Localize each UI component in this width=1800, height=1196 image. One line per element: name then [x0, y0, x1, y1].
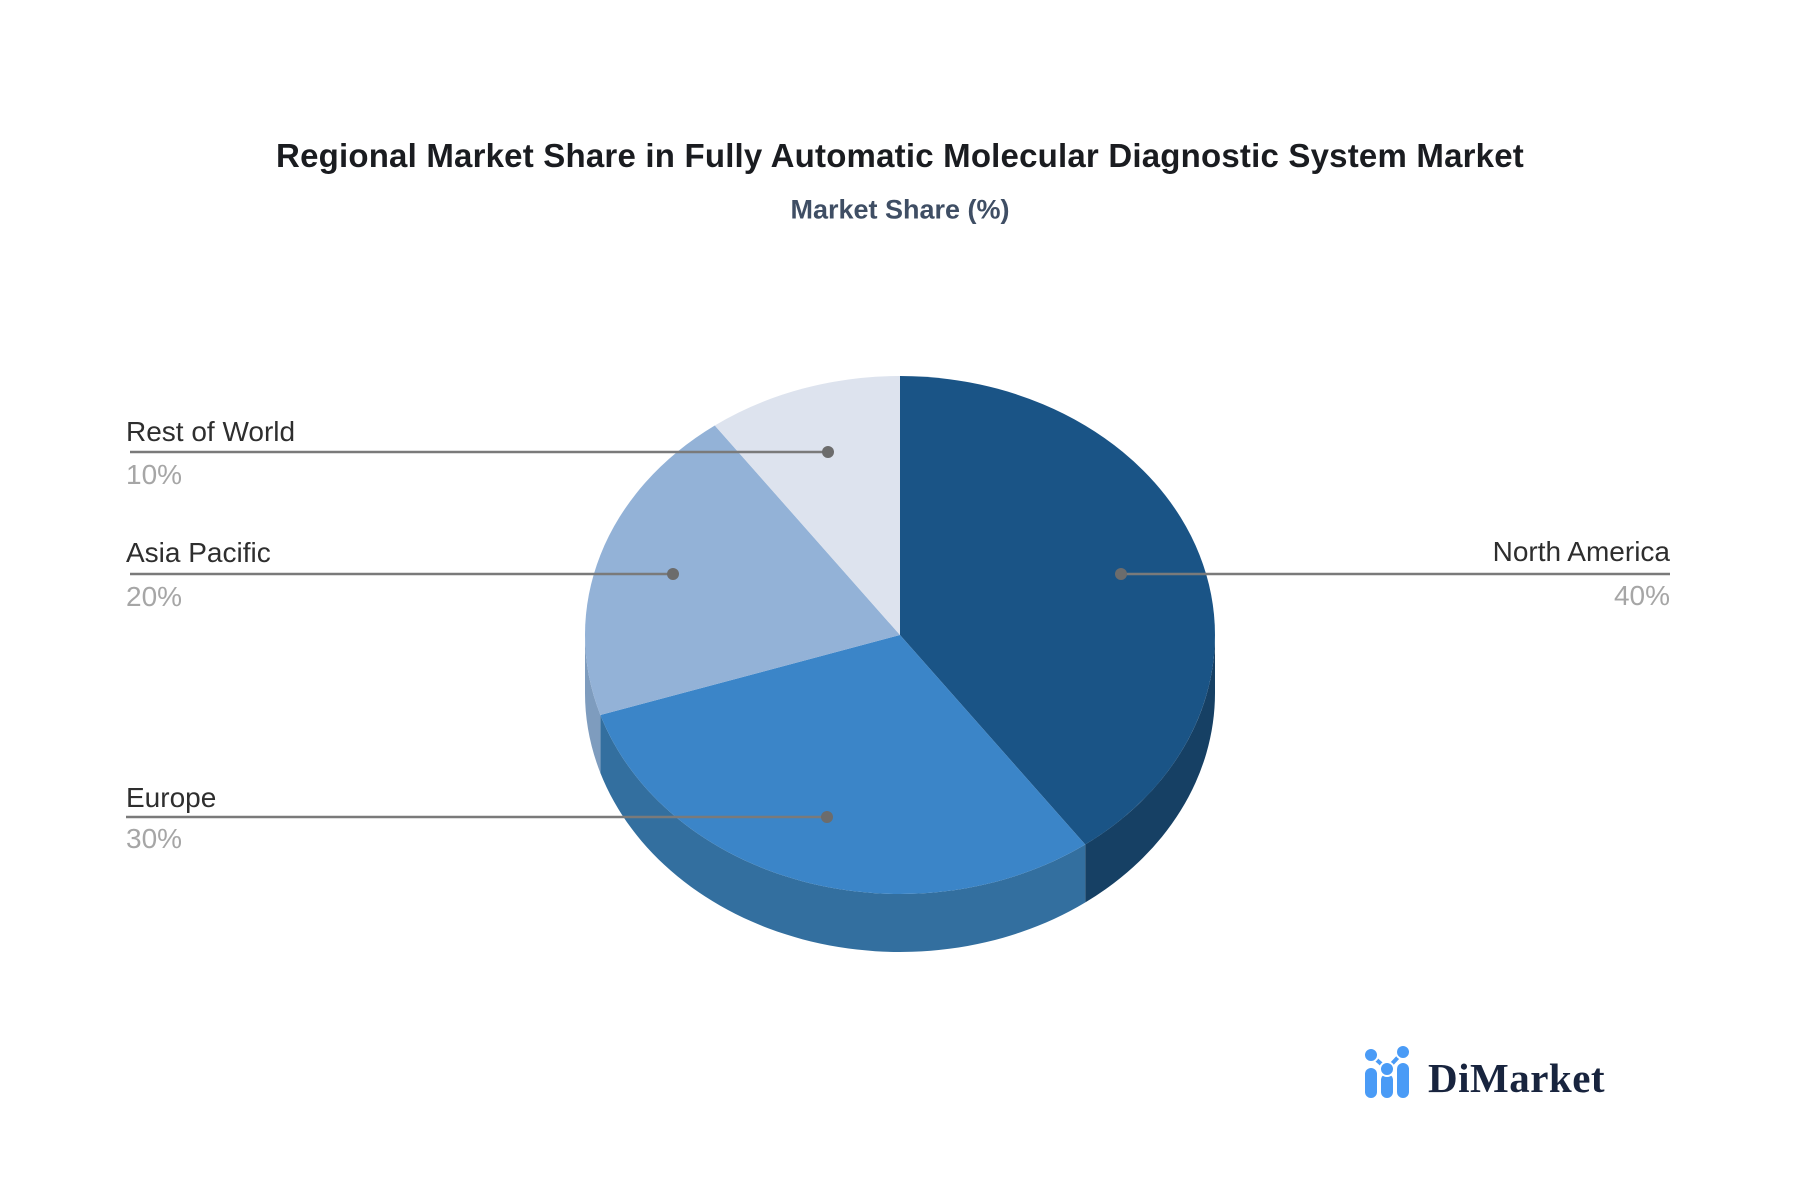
- leader-dot-north-america: [1115, 568, 1127, 580]
- dimarket-logo: DiMarket: [1356, 1034, 1656, 1104]
- pie-slice-rest-of-world[interactable]: [714, 376, 900, 635]
- value-north-america: 40%: [1613, 580, 1670, 611]
- pie-slice-side-asia-pacific: [585, 635, 601, 773]
- pie-slice-asia-pacific[interactable]: [584, 425, 900, 716]
- label-north-america: North America: [1492, 536, 1670, 567]
- chart-title: Regional Market Share in Fully Automatic…: [276, 137, 1524, 174]
- bar-line-chart-icon: [1363, 1044, 1411, 1098]
- leader-dot-asia-pacific: [667, 568, 679, 580]
- leader-dot-rest-of-world: [822, 446, 834, 458]
- value-asia-pacific: 20%: [126, 581, 183, 612]
- leader-dot-europe: [821, 811, 833, 823]
- pie-slice-side-europe: [600, 715, 1086, 952]
- pie-slice-side-north-america: [1085, 635, 1215, 903]
- label-rest-of-world: Rest of World: [126, 416, 296, 447]
- chart-subtitle: Market Share (%): [790, 194, 1010, 225]
- label-europe: Europe: [126, 782, 217, 813]
- value-rest-of-world: 10%: [126, 459, 183, 490]
- label-asia-pacific: Asia Pacific: [126, 537, 271, 568]
- logo-text: DiMarket: [1428, 1055, 1606, 1101]
- pie-slice-europe[interactable]: [600, 635, 1086, 894]
- pie-slice-north-america[interactable]: [900, 376, 1215, 845]
- value-europe: 30%: [126, 823, 183, 854]
